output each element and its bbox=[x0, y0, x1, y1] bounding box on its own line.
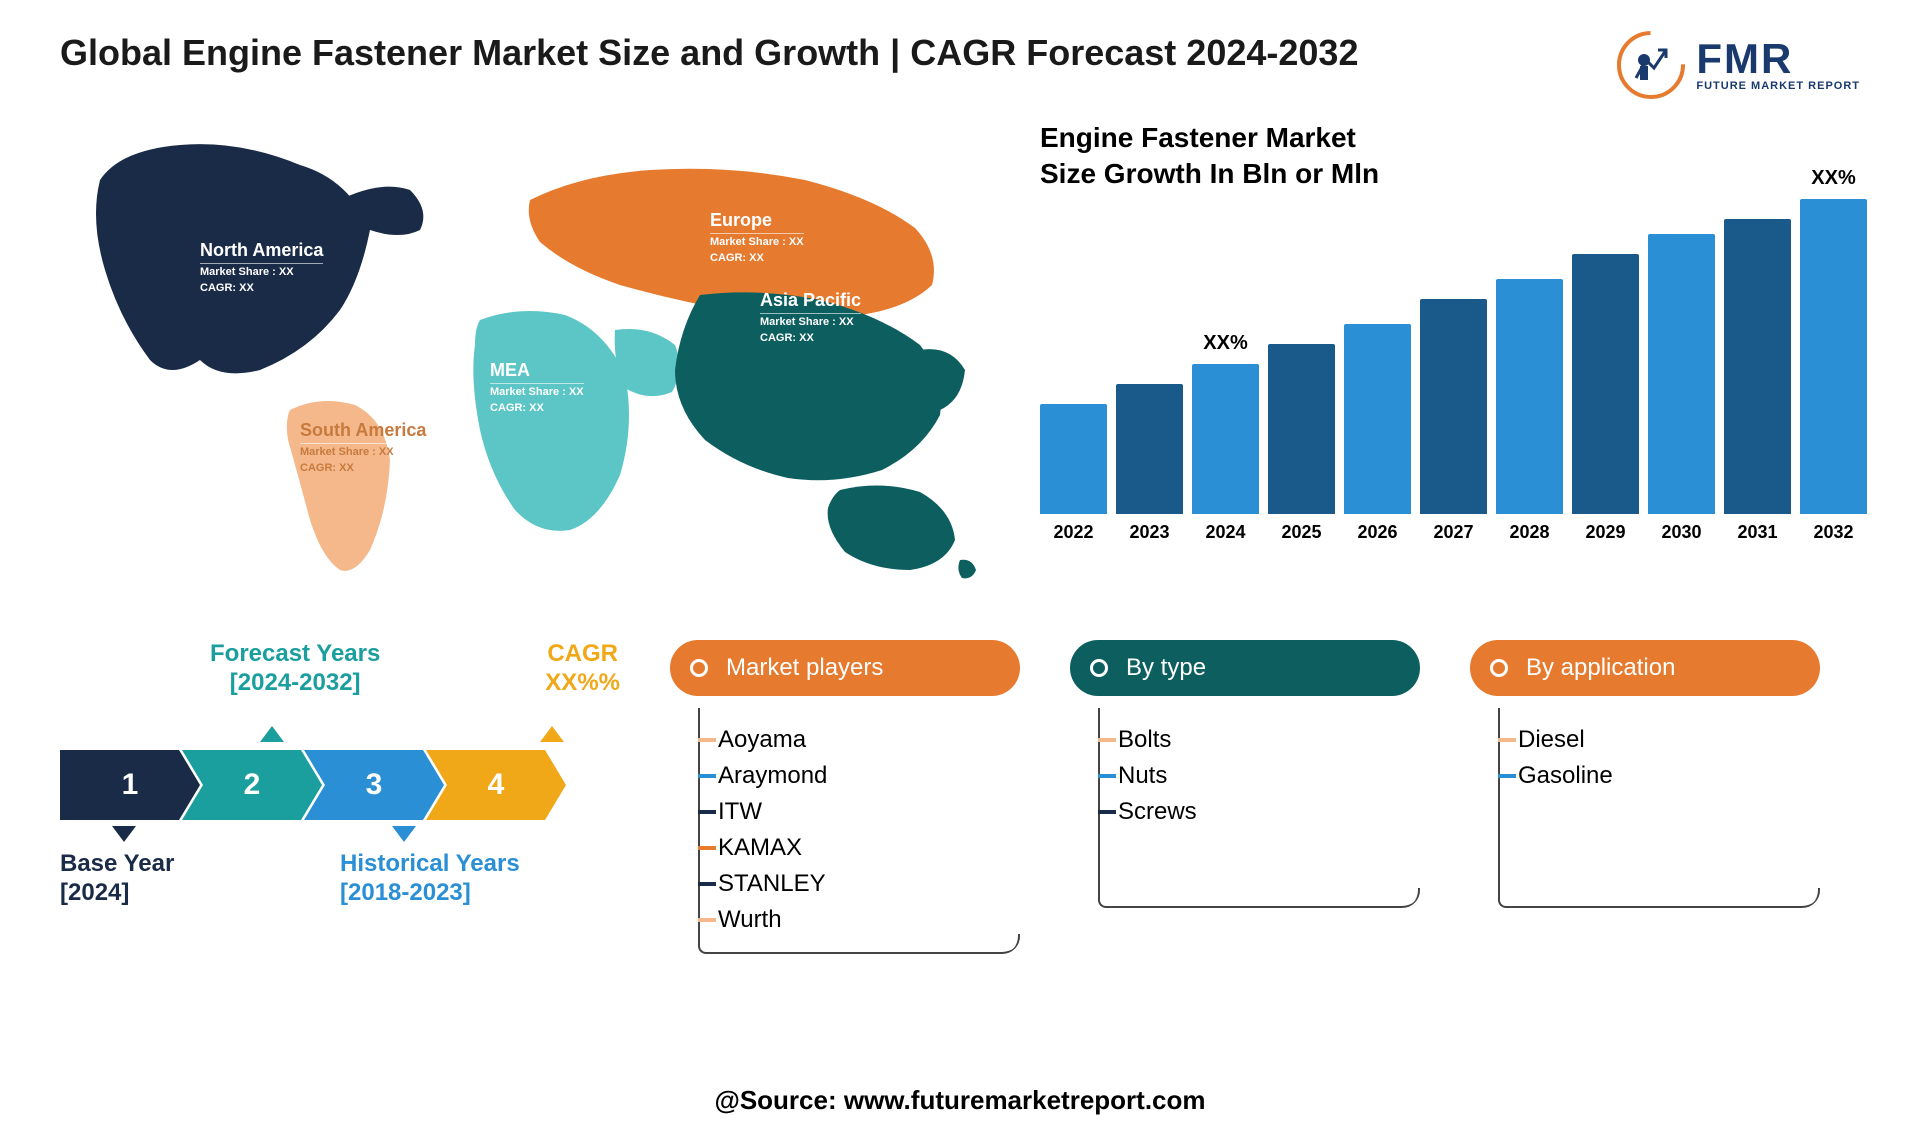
players-list: AoyamaAraymondITWKAMAXSTANLEYWurth bbox=[698, 708, 1020, 954]
bar-wrap: XX% 2024 bbox=[1192, 332, 1259, 543]
dot-icon bbox=[690, 659, 708, 677]
bar-pct: XX% bbox=[1811, 167, 1855, 193]
region-label: South AmericaMarket Share : XXCAGR: XX bbox=[300, 420, 426, 474]
bar-year: 2026 bbox=[1357, 522, 1397, 543]
list-item: Araymond bbox=[700, 758, 1020, 794]
list-item: STANLEY bbox=[700, 866, 1020, 902]
bottom-section: Forecast Years [2024-2032] CAGR XX%% 123… bbox=[60, 640, 1860, 954]
forecast-label: Forecast Years [2024-2032] bbox=[210, 640, 380, 698]
bar-year: 2024 bbox=[1205, 522, 1245, 543]
step-chevrons: 1234 bbox=[60, 750, 566, 820]
bar-wrap: 2022 bbox=[1040, 372, 1107, 543]
list-item: KAMAX bbox=[700, 830, 1020, 866]
bar-wrap: 2030 bbox=[1648, 202, 1715, 543]
by-type-section: By type BoltsNutsScrews bbox=[1070, 640, 1420, 908]
bar bbox=[1648, 234, 1715, 514]
by-type-pill: By type bbox=[1070, 640, 1420, 696]
bar-year: 2030 bbox=[1661, 522, 1701, 543]
list-item: Nuts bbox=[1100, 758, 1420, 794]
list-item: Screws bbox=[1100, 794, 1420, 830]
arrow-down-icon bbox=[392, 826, 416, 842]
by-application-pill: By application bbox=[1470, 640, 1820, 696]
bar-wrap: 2028 bbox=[1496, 247, 1563, 543]
bar-wrap: XX% 2032 bbox=[1800, 167, 1867, 543]
years-timeline: Forecast Years [2024-2032] CAGR XX%% 123… bbox=[60, 640, 620, 940]
pill-title: By application bbox=[1526, 654, 1675, 682]
list-item: Bolts bbox=[1100, 722, 1420, 758]
bar bbox=[1572, 254, 1639, 514]
bar-year: 2022 bbox=[1053, 522, 1093, 543]
bar-year: 2029 bbox=[1585, 522, 1625, 543]
bar-wrap: 2025 bbox=[1268, 312, 1335, 543]
list-item: Diesel bbox=[1500, 722, 1820, 758]
pill-title: Market players bbox=[726, 654, 883, 682]
logo-text-sub: FUTURE MARKET REPORT bbox=[1696, 80, 1860, 92]
header: Global Engine Fastener Market Size and G… bbox=[60, 30, 1860, 100]
dot-icon bbox=[1090, 659, 1108, 677]
bar-year: 2023 bbox=[1129, 522, 1169, 543]
list-item: Wurth bbox=[700, 902, 1020, 938]
step-chevron: 4 bbox=[426, 750, 566, 820]
type-list: BoltsNutsScrews bbox=[1098, 708, 1420, 908]
bar-chart: 2022 2023 XX% 2024 2025 2026 2027 2028 20… bbox=[1040, 213, 1867, 543]
market-players-section: Market players AoyamaAraymondITWKAMAXSTA… bbox=[670, 640, 1020, 954]
source-attribution: @Source: www.futuremarketreport.com bbox=[714, 1085, 1205, 1116]
page-title: Global Engine Fastener Market Size and G… bbox=[60, 30, 1358, 77]
market-players-pill: Market players bbox=[670, 640, 1020, 696]
list-item: Gasoline bbox=[1500, 758, 1820, 794]
bar-wrap: 2023 bbox=[1116, 352, 1183, 543]
bar-wrap: 2026 bbox=[1344, 292, 1411, 543]
bar bbox=[1040, 404, 1107, 514]
logo-text-main: FMR bbox=[1696, 38, 1860, 80]
bar bbox=[1800, 199, 1867, 514]
bar-year: 2032 bbox=[1813, 522, 1853, 543]
region-label: North AmericaMarket Share : XXCAGR: XX bbox=[200, 240, 323, 294]
list-item: ITW bbox=[700, 794, 1020, 830]
region-label: MEAMarket Share : XXCAGR: XX bbox=[490, 360, 584, 414]
application-list: DieselGasoline bbox=[1498, 708, 1820, 908]
step-chevron: 2 bbox=[182, 750, 322, 820]
world-map: North AmericaMarket Share : XXCAGR: XX So… bbox=[60, 120, 1000, 580]
main-content: North AmericaMarket Share : XXCAGR: XX So… bbox=[60, 120, 1860, 580]
arrow-up-icon bbox=[260, 726, 284, 742]
list-item: Aoyama bbox=[700, 722, 1020, 758]
bar bbox=[1268, 344, 1335, 514]
bar bbox=[1116, 384, 1183, 514]
bar bbox=[1420, 299, 1487, 514]
bar-wrap: 2029 bbox=[1572, 222, 1639, 543]
fmr-logo-icon bbox=[1616, 30, 1686, 100]
bar bbox=[1724, 219, 1791, 514]
bar-wrap: 2031 bbox=[1724, 187, 1791, 543]
bar-year: 2028 bbox=[1509, 522, 1549, 543]
bar-year: 2025 bbox=[1281, 522, 1321, 543]
map-svg bbox=[60, 120, 1000, 580]
bar-pct: XX% bbox=[1203, 332, 1247, 358]
arrow-up-icon bbox=[540, 726, 564, 742]
logo: FMR FUTURE MARKET REPORT bbox=[1616, 30, 1860, 100]
bar bbox=[1344, 324, 1411, 514]
bar bbox=[1192, 364, 1259, 514]
bar-year: 2027 bbox=[1433, 522, 1473, 543]
by-application-section: By application DieselGasoline bbox=[1470, 640, 1820, 908]
bar bbox=[1496, 279, 1563, 514]
bar-year: 2031 bbox=[1737, 522, 1777, 543]
arrow-down-icon bbox=[112, 826, 136, 842]
base-year-label: Base Year [2024] bbox=[60, 850, 174, 908]
chart-title: Engine Fastener Market Size Growth In Bl… bbox=[1040, 120, 1400, 193]
region-label: Asia PacificMarket Share : XXCAGR: XX bbox=[760, 290, 861, 344]
region-label: EuropeMarket Share : XXCAGR: XX bbox=[710, 210, 804, 264]
dot-icon bbox=[1490, 659, 1508, 677]
pill-title: By type bbox=[1126, 654, 1206, 682]
historical-label: Historical Years [2018-2023] bbox=[340, 850, 520, 908]
bar-chart-section: Engine Fastener Market Size Growth In Bl… bbox=[1040, 120, 1867, 580]
step-chevron: 1 bbox=[60, 750, 200, 820]
bar-wrap: 2027 bbox=[1420, 267, 1487, 543]
step-chevron: 3 bbox=[304, 750, 444, 820]
cagr-label: CAGR XX%% bbox=[545, 640, 620, 698]
